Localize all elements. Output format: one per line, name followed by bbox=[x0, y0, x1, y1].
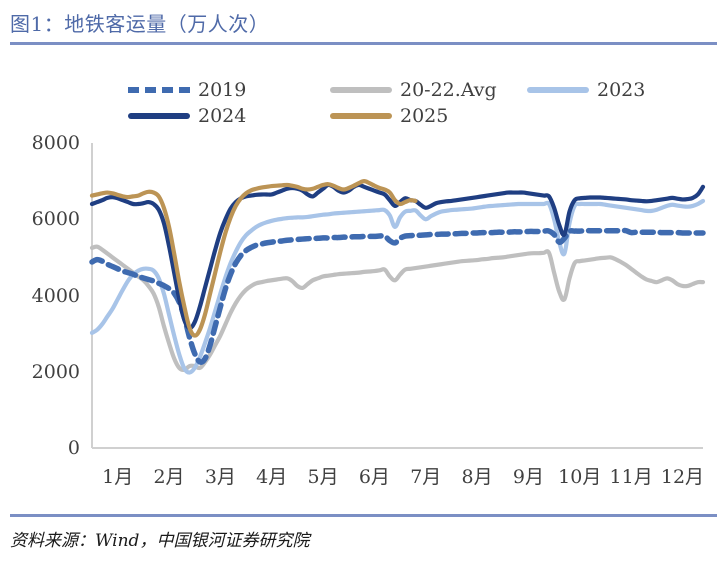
legend-item-2019[interactable]: 2019 bbox=[128, 78, 246, 102]
x-tick-label: 2月 bbox=[153, 466, 185, 488]
legend-label: 2024 bbox=[198, 105, 247, 127]
legend-row-2: 2024 2025 bbox=[0, 104, 727, 128]
legend-item-20-22-avg[interactable]: 20-22.Avg bbox=[330, 78, 497, 102]
x-tick-label: 12月 bbox=[660, 466, 705, 488]
legend-label: 2025 bbox=[400, 105, 449, 127]
x-tick-label: 5月 bbox=[307, 466, 339, 488]
series-line-2023 bbox=[89, 198, 706, 375]
x-tick-label: 3月 bbox=[204, 466, 236, 488]
x-tick-label: 10月 bbox=[558, 466, 602, 488]
footer-divider bbox=[10, 514, 717, 517]
x-tick-label: 6月 bbox=[358, 466, 390, 488]
title-divider bbox=[10, 42, 717, 45]
legend-label: 20-22.Avg bbox=[400, 79, 497, 101]
plot-area: 8000 6000 4000 2000 0 1月 2月 3月 4月 5月 6月 7月 8月 9月 10月 1… bbox=[0, 130, 727, 510]
y-tick-label: 2000 bbox=[31, 360, 80, 383]
y-tick-label: 0 bbox=[67, 437, 80, 459]
line-chart bbox=[89, 143, 706, 449]
y-tick-label: 8000 bbox=[31, 132, 80, 154]
x-tick-label: 11月 bbox=[609, 466, 653, 488]
legend-item-2023[interactable]: 2023 bbox=[527, 78, 645, 102]
source-note: 资料来源：Wind，中国银河证券研究院 bbox=[10, 531, 310, 551]
legend-item-2024[interactable]: 2024 bbox=[128, 104, 246, 128]
y-tick-label: 4000 bbox=[31, 284, 80, 307]
chart-legend: 2019 20-22.Avg 2023 2024 2025 bbox=[0, 78, 727, 128]
series-line-2019 bbox=[89, 227, 706, 365]
x-tick-label: 9月 bbox=[512, 466, 544, 488]
legend-swatch-icon bbox=[527, 87, 589, 93]
y-tick-label: 6000 bbox=[31, 208, 80, 231]
page-title: 图1：地铁客运量（万人次） bbox=[10, 12, 270, 36]
legend-swatch-icon bbox=[330, 113, 392, 119]
x-tick-label: 7月 bbox=[410, 466, 442, 488]
x-tick-label: 1月 bbox=[102, 466, 134, 488]
title-block: 图1：地铁客运量（万人次） bbox=[0, 0, 727, 48]
legend-swatch-icon bbox=[128, 113, 190, 119]
series-line-2025 bbox=[89, 179, 418, 338]
legend-label: 2019 bbox=[198, 79, 247, 101]
legend-swatch-icon bbox=[330, 87, 392, 93]
x-tick-label: 8月 bbox=[461, 466, 493, 488]
legend-item-2025[interactable]: 2025 bbox=[330, 104, 448, 128]
x-tick-label: 4月 bbox=[256, 466, 288, 488]
legend-row-1: 2019 20-22.Avg 2023 bbox=[0, 78, 727, 102]
legend-swatch-icon bbox=[128, 87, 190, 93]
legend-label: 2023 bbox=[597, 79, 646, 101]
